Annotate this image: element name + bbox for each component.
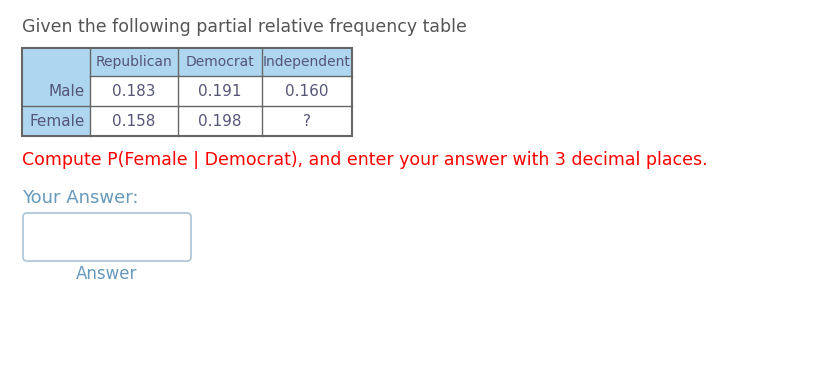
Bar <box>90 76 352 106</box>
Text: Given the following partial relative frequency table: Given the following partial relative fre… <box>22 18 467 36</box>
Text: Democrat: Democrat <box>185 55 254 69</box>
Text: Answer: Answer <box>76 265 137 283</box>
Text: 0.191: 0.191 <box>198 83 241 99</box>
Bar <box>22 48 352 136</box>
Text: Your Answer:: Your Answer: <box>22 189 138 207</box>
Text: 0.198: 0.198 <box>198 114 241 128</box>
Bar <box>22 106 90 136</box>
Text: Republican: Republican <box>96 55 172 69</box>
Text: Independent: Independent <box>263 55 351 69</box>
Text: 0.158: 0.158 <box>112 114 155 128</box>
Text: ?: ? <box>303 114 311 128</box>
Text: 0.183: 0.183 <box>112 83 156 99</box>
Bar <box>22 48 352 76</box>
Bar <box>22 76 90 106</box>
FancyBboxPatch shape <box>23 213 191 261</box>
Text: Female: Female <box>29 114 85 128</box>
Text: Compute P(Female | Democrat), and enter your answer with 3 decimal places.: Compute P(Female | Democrat), and enter … <box>22 151 707 169</box>
Text: Male: Male <box>49 83 85 99</box>
Bar <box>90 106 352 136</box>
Text: 0.160: 0.160 <box>285 83 328 99</box>
